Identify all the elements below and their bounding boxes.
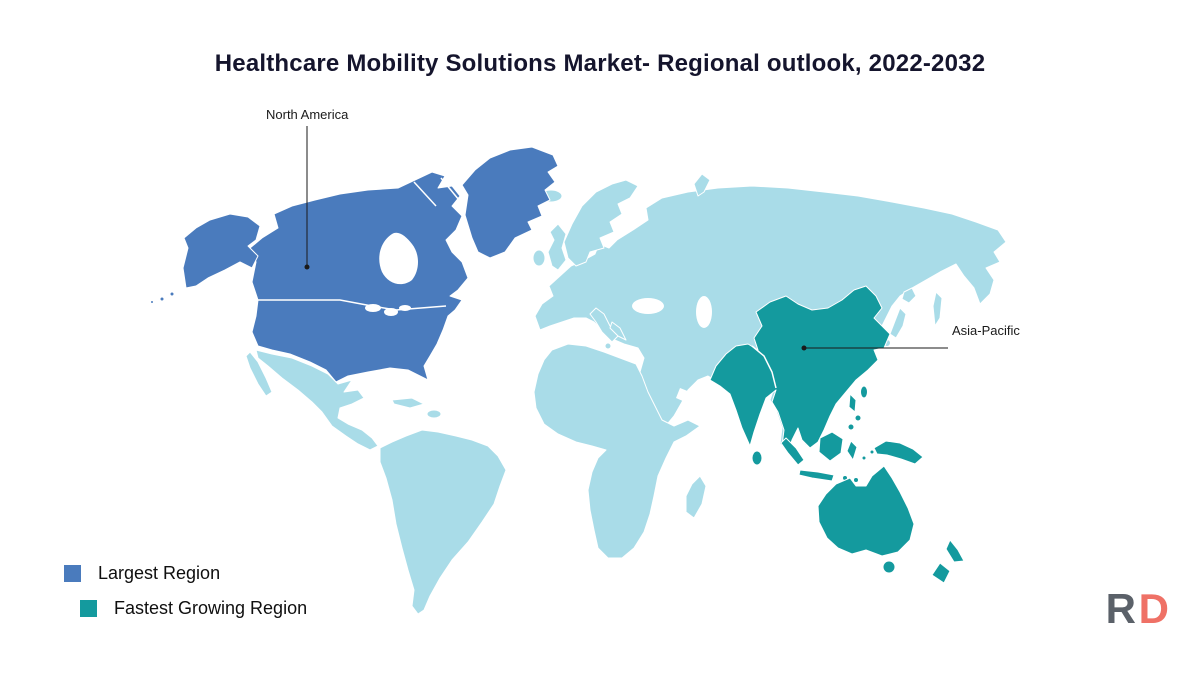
region-aleutian-island <box>159 296 165 302</box>
region-moluccas <box>861 455 867 461</box>
map-fastest-growing-region <box>709 285 965 584</box>
region-aleutian-island <box>169 291 175 297</box>
region-philippines <box>848 393 857 413</box>
region-aleutian-island <box>150 300 154 304</box>
border-archipelago-channel <box>440 177 460 201</box>
legend-row-fastest: Fastest Growing Region <box>80 598 307 619</box>
region-taiwan <box>860 385 868 399</box>
region-new-guinea <box>873 440 924 465</box>
region-madagascar <box>685 475 707 519</box>
hudson-bay <box>379 232 418 285</box>
region-hispaniola <box>426 409 442 419</box>
region-sri-lanka <box>751 450 763 466</box>
map-base-regions <box>245 173 1007 615</box>
region-moluccas <box>869 449 875 455</box>
legend-swatch-largest <box>64 565 81 582</box>
map-largest-region <box>150 146 559 383</box>
region-sulawesi <box>846 440 858 461</box>
border-archipelago-channel <box>413 181 437 207</box>
logo-letter-d: D <box>1138 585 1169 632</box>
region-japan-hokkaido <box>901 287 917 304</box>
region-java <box>798 469 835 482</box>
region-cuba <box>391 397 425 409</box>
legend-label-fastest: Fastest Growing Region <box>114 598 308 618</box>
region-japan-honshu <box>889 307 907 339</box>
black-sea <box>632 298 664 314</box>
legend-swatch-fastest <box>80 600 97 617</box>
region-italy <box>589 307 619 343</box>
chart-title: Healthcare Mobility Solutions Market- Re… <box>214 50 986 77</box>
region-new-zealand-south <box>931 562 951 584</box>
map-border-lines <box>254 177 777 389</box>
region-africa <box>533 343 701 559</box>
annotation-lines <box>304 126 948 351</box>
region-united-kingdom <box>547 223 567 271</box>
border-china-india <box>751 345 777 389</box>
region-ireland <box>532 249 546 267</box>
region-new-zealand-north <box>945 539 965 563</box>
logo-letter-r: R <box>1105 585 1136 632</box>
region-novaya-zemlya <box>693 173 711 197</box>
legend-swatch-fastest-container <box>80 600 97 617</box>
region-scandinavia <box>563 179 639 267</box>
region-greenland <box>461 146 559 259</box>
legend-label-largest: Largest Region <box>98 563 221 583</box>
region-philippines-island <box>854 414 862 422</box>
region-borneo <box>818 431 844 462</box>
region-sakhalin <box>932 291 943 327</box>
region-philippines-island <box>847 423 855 431</box>
region-sumatra <box>780 437 805 466</box>
region-sicily <box>604 342 612 350</box>
region-china-india-southeast-asia <box>709 285 891 453</box>
region-lesser-sunda <box>853 477 859 483</box>
region-baja-california <box>245 351 273 397</box>
legend: Largest Region Fastest Growing Region <box>64 563 307 633</box>
persian-gulf <box>676 388 700 406</box>
border-usa-canada <box>254 299 447 311</box>
annotation-north-america: North America <box>266 107 349 122</box>
asia-pacific-callout-dot <box>801 345 807 351</box>
legend-swatch-largest-container <box>64 565 81 582</box>
region-alaska <box>182 213 261 289</box>
annotation-asia-pacific: Asia-Pacific <box>952 323 1020 338</box>
region-south-america <box>379 429 507 615</box>
region-greece <box>609 321 627 341</box>
brand-logo: R D <box>1105 585 1169 632</box>
caspian-sea <box>696 296 712 328</box>
legend-row-largest: Largest Region <box>64 563 307 584</box>
region-canada-usa <box>249 171 469 383</box>
region-australia <box>817 465 915 557</box>
region-tasmania <box>882 560 896 574</box>
north-america-callout-dot <box>304 264 310 270</box>
